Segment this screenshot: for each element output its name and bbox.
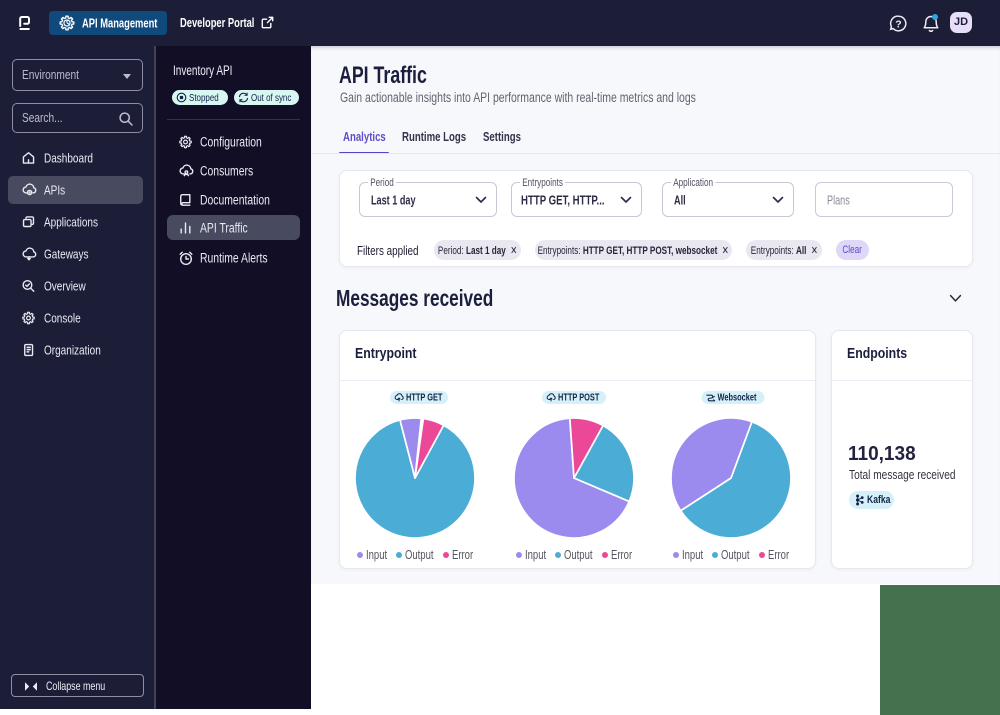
svg-text:?: ? [895,19,901,31]
